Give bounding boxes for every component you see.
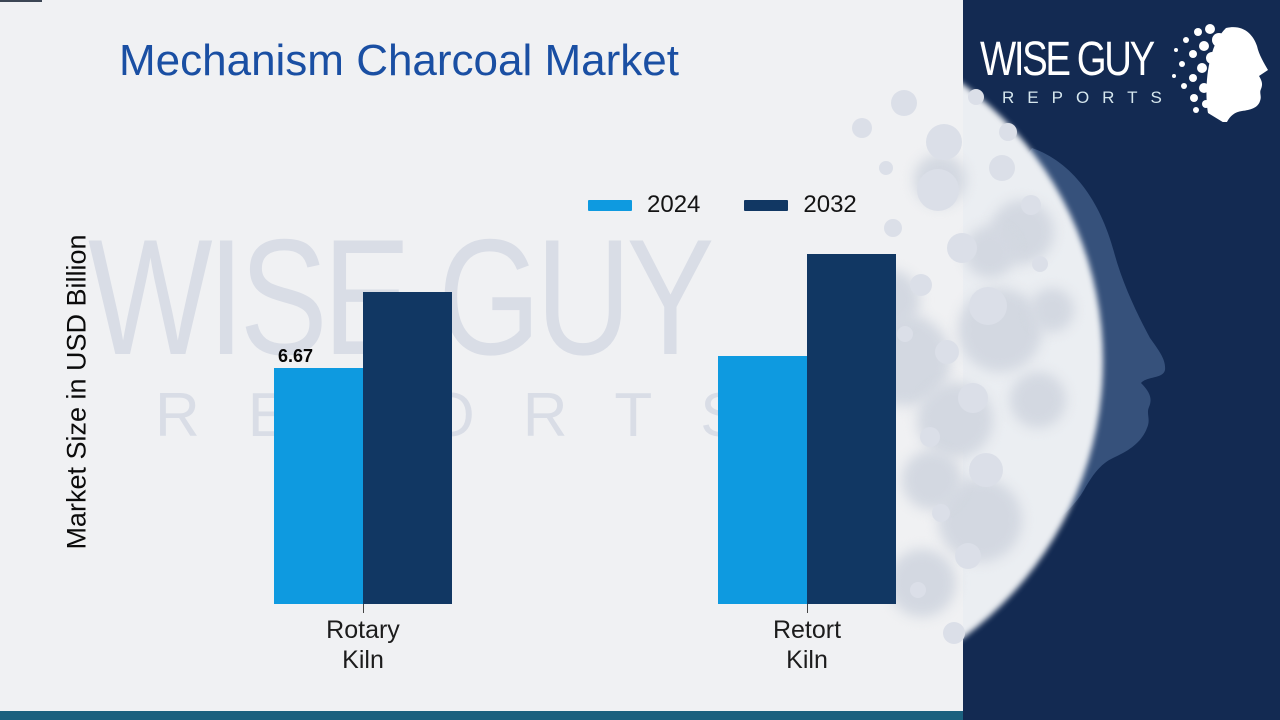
watermark-dot	[897, 326, 913, 342]
watermark-blob	[1030, 288, 1074, 332]
brand-face-dot	[1206, 52, 1218, 64]
page-title: Mechanism Charcoal Market	[119, 36, 679, 85]
watermark-dot	[969, 287, 1007, 325]
bar-value-label: 6.67	[278, 346, 314, 366]
brand-face-dot	[1209, 87, 1219, 97]
brand-face-dot	[1189, 50, 1197, 58]
brand-face-dot	[1205, 24, 1215, 34]
watermark-blob	[902, 450, 962, 510]
x-axis-tick	[363, 604, 364, 613]
chart-legend: 2024 2032	[588, 191, 857, 219]
watermark-dot	[884, 219, 902, 237]
legend-item-2024: 2024	[588, 191, 700, 219]
bar-retort-kiln-2024	[718, 356, 807, 604]
legend-label: 2024	[647, 191, 701, 218]
watermark-dot	[1021, 195, 1041, 215]
watermark-dot	[989, 155, 1015, 181]
brand-face-icon	[1172, 24, 1268, 122]
legend-item-2032: 2032	[744, 191, 857, 219]
top-edge-artifact	[0, 0, 42, 2]
brand-face-dot	[1217, 99, 1223, 105]
watermark-dot	[935, 340, 959, 364]
brand-face-dot	[1199, 83, 1209, 93]
bottom-accent-bar	[0, 711, 963, 720]
x-category-label: Rotary Kiln	[326, 616, 400, 674]
brand-face-dot	[1190, 94, 1198, 102]
x-category-label: Retort Kiln	[772, 616, 842, 674]
brand-face-dot	[1183, 37, 1189, 43]
watermark-dot	[943, 622, 965, 644]
watermark-dot	[999, 123, 1017, 141]
brand-face-dot	[1174, 48, 1178, 52]
brand-face-dot	[1179, 61, 1185, 67]
watermark-blob	[888, 549, 956, 617]
watermark-dot	[968, 89, 984, 105]
watermark-dot	[879, 161, 893, 175]
watermark-dot	[958, 383, 988, 413]
watermark-dot	[947, 233, 977, 263]
watermark-dot	[852, 118, 872, 138]
watermark-dot	[932, 504, 950, 522]
brand-face-dot	[1199, 41, 1209, 51]
watermark-blob	[1010, 372, 1066, 428]
brand-face-dot	[1189, 74, 1197, 82]
bar-rotary-kiln-2032	[363, 292, 452, 604]
legend-swatch	[744, 199, 789, 211]
brand-face-dot	[1194, 28, 1202, 36]
watermark-dot	[955, 543, 981, 569]
watermark-dot	[969, 453, 1003, 487]
watermark-dot	[920, 427, 940, 447]
brand-face-dot	[1193, 107, 1199, 113]
brand-face-dot	[1172, 74, 1176, 78]
brand-logo-reports: REPORTS	[1002, 88, 1175, 107]
watermark-dot	[891, 90, 917, 116]
brand-face-profile	[1206, 27, 1268, 122]
brand-face-dot	[1197, 63, 1207, 73]
brand-face-dot	[1181, 83, 1187, 89]
bar-retort-kiln-2032	[807, 254, 896, 604]
watermark-dot	[910, 274, 932, 296]
legend-label: 2032	[803, 191, 857, 218]
watermark-dot	[910, 582, 926, 598]
x-axis-tick	[807, 604, 808, 613]
brand-logo-wordmark: WISE GUY	[980, 33, 1155, 86]
brand-face-dot	[1208, 68, 1220, 80]
watermark-dot	[1032, 256, 1048, 272]
bar-rotary-kiln-2024	[274, 368, 363, 604]
watermark-dot	[926, 124, 962, 160]
brand-face-dot	[1202, 100, 1210, 108]
brand-face-dot	[1212, 33, 1226, 47]
watermark-dot	[917, 169, 959, 211]
legend-swatch	[588, 199, 632, 211]
